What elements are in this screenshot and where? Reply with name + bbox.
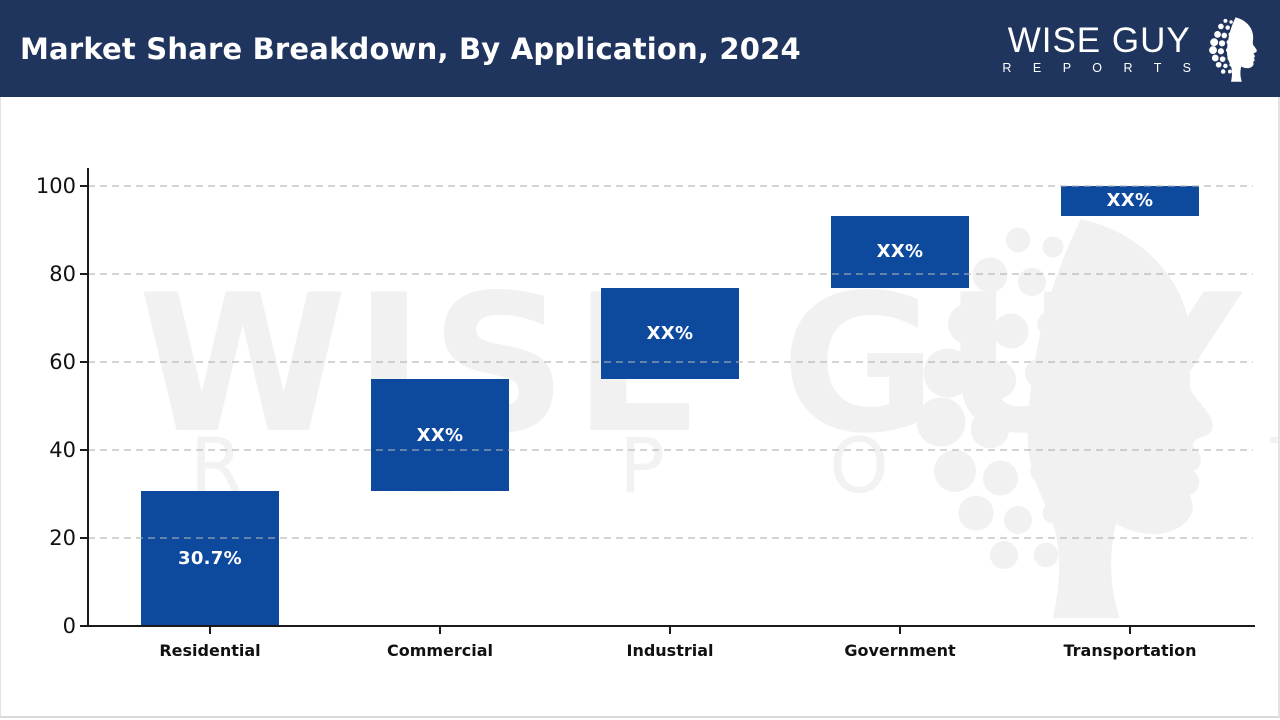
gridline-20 <box>88 537 1253 539</box>
gridline-40 <box>88 449 1253 451</box>
y-tick-40 <box>80 449 88 451</box>
category-label-industrial: Industrial <box>626 641 714 660</box>
gridline-100 <box>88 185 1253 187</box>
logo-subtitle: R E P O R T S <box>1002 60 1200 75</box>
bar-value-label: XX% <box>876 241 924 263</box>
x-tick-3 <box>899 627 901 634</box>
x-tick-0 <box>209 627 211 634</box>
y-axis-line <box>86 168 89 627</box>
bar-value-label: XX% <box>646 323 694 345</box>
bar-value-label: XX% <box>1106 190 1154 212</box>
logo-face-icon <box>1204 15 1266 83</box>
page-right-border <box>1278 97 1280 717</box>
bar-commercial: XX% <box>371 379 509 491</box>
bar-value-label: 30.7% <box>178 547 242 569</box>
y-tick-label-0: 0 <box>62 614 76 638</box>
x-tick-4 <box>1129 627 1131 634</box>
logo-text: WISE GUY R E P O R T S <box>998 23 1200 75</box>
y-tick-60 <box>80 361 88 363</box>
wise-guy-reports-logo: WISE GUY R E P O R T S <box>998 15 1280 83</box>
bar-government: XX% <box>831 215 969 289</box>
x-tick-1 <box>439 627 441 634</box>
page-left-border <box>0 97 1 717</box>
x-tick-2 <box>669 627 671 634</box>
header-bar: Market Share Breakdown, By Application, … <box>0 0 1280 97</box>
y-tick-100 <box>80 185 88 187</box>
bar-industrial: XX% <box>601 288 739 380</box>
y-tick-20 <box>80 537 88 539</box>
y-tick-80 <box>80 273 88 275</box>
category-label-commercial: Commercial <box>386 641 494 660</box>
category-label-transportation: Transportation <box>1063 641 1197 660</box>
page-bottom-border <box>0 716 1280 718</box>
y-tick-0 <box>80 625 88 627</box>
category-label-government: Government <box>844 641 956 660</box>
y-tick-label-100: 100 <box>35 174 76 198</box>
gridline-80 <box>88 273 1253 275</box>
y-tick-label-20: 20 <box>49 526 76 550</box>
x-axis-line <box>86 625 1255 627</box>
bar-residential: 30.7% <box>141 490 279 626</box>
gridline-60 <box>88 361 1253 363</box>
bar-value-label: XX% <box>416 424 464 446</box>
y-tick-label-80: 80 <box>49 262 76 286</box>
bar-transportation: XX% <box>1061 186 1199 216</box>
y-tick-label-60: 60 <box>49 350 76 374</box>
logo-wordmark: WISE GUY <box>1007 20 1191 60</box>
y-tick-label-40: 40 <box>49 438 76 462</box>
chart-title: Market Share Breakdown, By Application, … <box>20 31 801 66</box>
category-label-residential: Residential <box>159 641 261 660</box>
